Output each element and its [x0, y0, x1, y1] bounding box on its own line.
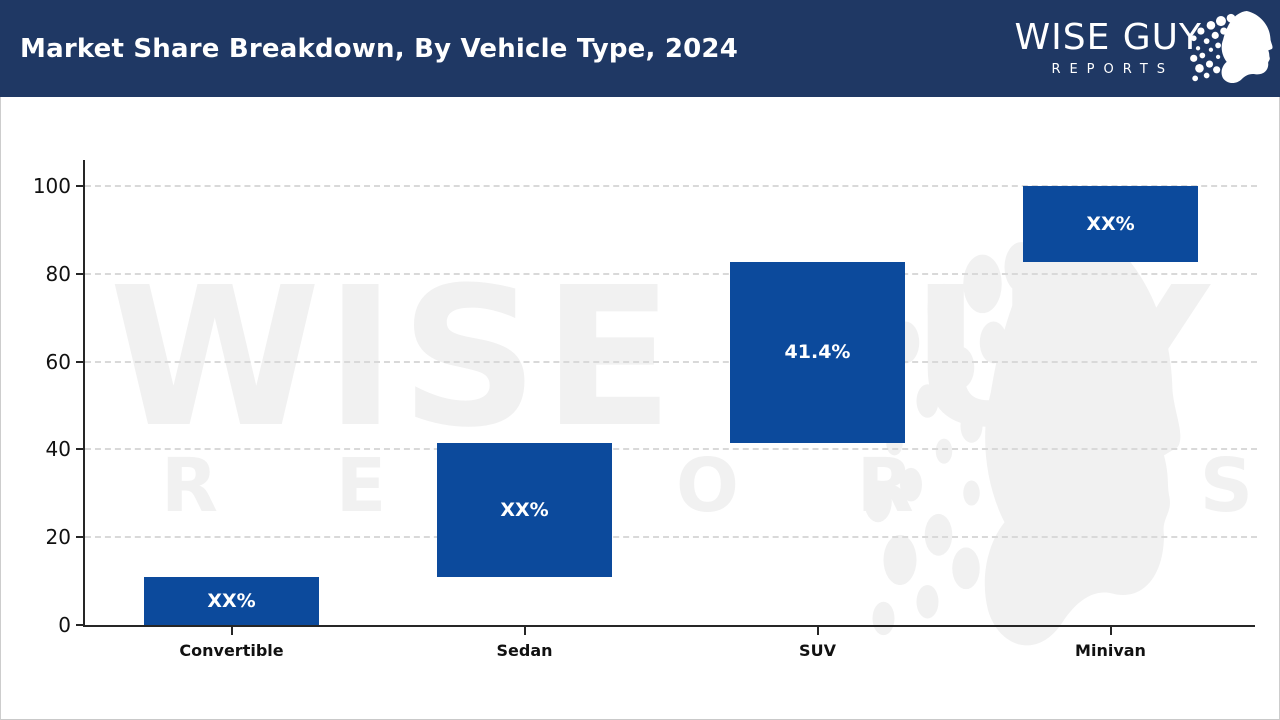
bar-suv: 41.4% — [729, 261, 906, 444]
y-tick-label: 0 — [58, 613, 71, 637]
y-tick-label: 40 — [45, 437, 71, 462]
bar-value-label: XX% — [500, 498, 549, 521]
chart-title: Market Share Breakdown, By Vehicle Type,… — [20, 33, 738, 64]
bar-convertible: XX% — [143, 576, 320, 625]
y-gridline — [85, 272, 1257, 275]
x-tick-mark — [816, 627, 819, 635]
y-tick-mark — [76, 272, 84, 275]
bar-sedan: XX% — [436, 443, 613, 577]
y-tick-mark — [76, 185, 84, 187]
plot-area: 0 20 40 60 80 100 XX% Convertible XX% Sedan 41.4% S… — [1, 97, 1279, 719]
x-tick-label: Convertible — [179, 641, 284, 660]
y-tick-label: 20 — [45, 525, 71, 550]
logo-subtext: REPORTS — [1051, 62, 1175, 77]
y-tick-mark — [76, 624, 84, 626]
y-gridline — [85, 185, 1257, 187]
bar-value-label: 41.4% — [784, 341, 851, 364]
chart-area: WISE GUY R E P O R T S 0 20 40 60 80 100 XX% Co… — [0, 97, 1280, 720]
wiseguy-head-icon — [1190, 10, 1273, 83]
y-axis — [83, 160, 85, 627]
bar-minivan: XX% — [1022, 186, 1199, 262]
x-tick-mark — [1109, 627, 1112, 635]
y-tick-mark — [76, 448, 84, 451]
y-gridline — [85, 360, 1257, 363]
bar-value-label: XX% — [207, 589, 256, 612]
y-tick-mark — [76, 360, 84, 363]
x-tick-label: Minivan — [1075, 641, 1146, 660]
y-tick-label: 80 — [45, 261, 71, 286]
brand-logo: WISE GUY REPORTS — [1015, 0, 1275, 97]
y-gridline — [85, 448, 1257, 451]
header: Market Share Breakdown, By Vehicle Type,… — [0, 0, 1280, 97]
logo-wordmark: WISE GUY — [1014, 17, 1202, 58]
x-axis — [83, 625, 1255, 627]
x-tick-label: Sedan — [496, 641, 553, 660]
bar-value-label: XX% — [1086, 212, 1135, 235]
y-tick-label: 60 — [45, 349, 71, 374]
y-gridline — [85, 536, 1257, 539]
x-tick-mark — [523, 627, 526, 635]
x-tick-label: SUV — [799, 641, 836, 660]
y-tick-label: 100 — [32, 174, 71, 198]
y-tick-mark — [76, 536, 84, 539]
x-tick-mark — [230, 627, 233, 635]
logo-text: WISE GUY REPORTS — [1014, 17, 1203, 78]
